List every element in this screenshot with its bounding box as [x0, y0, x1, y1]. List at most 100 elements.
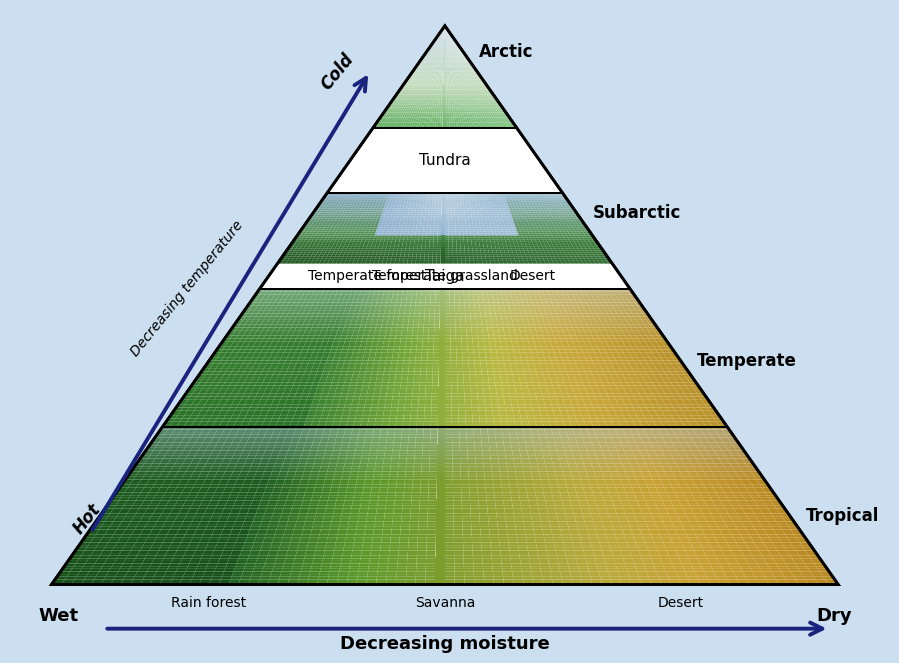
Polygon shape: [462, 56, 464, 59]
Polygon shape: [556, 358, 563, 361]
Polygon shape: [443, 74, 445, 77]
Polygon shape: [602, 383, 610, 385]
Polygon shape: [562, 228, 567, 229]
Polygon shape: [352, 548, 362, 550]
Polygon shape: [300, 537, 310, 540]
Polygon shape: [438, 226, 441, 228]
Polygon shape: [211, 450, 220, 453]
Polygon shape: [617, 283, 623, 285]
Polygon shape: [273, 413, 281, 416]
Polygon shape: [397, 474, 405, 477]
Polygon shape: [684, 463, 693, 466]
Polygon shape: [563, 399, 571, 402]
Polygon shape: [551, 209, 556, 211]
Polygon shape: [268, 503, 277, 506]
Polygon shape: [268, 319, 274, 322]
Polygon shape: [348, 253, 353, 255]
Polygon shape: [490, 209, 494, 211]
Polygon shape: [457, 196, 460, 198]
Polygon shape: [335, 231, 340, 233]
Polygon shape: [445, 198, 448, 199]
Polygon shape: [556, 421, 564, 424]
Polygon shape: [384, 113, 388, 115]
Polygon shape: [471, 66, 473, 69]
Polygon shape: [665, 347, 672, 349]
Polygon shape: [480, 355, 485, 358]
Polygon shape: [414, 316, 419, 319]
Polygon shape: [458, 201, 460, 203]
Polygon shape: [369, 501, 378, 503]
Polygon shape: [522, 424, 530, 427]
Polygon shape: [441, 226, 445, 228]
Polygon shape: [406, 569, 416, 572]
Polygon shape: [408, 257, 413, 259]
Polygon shape: [330, 566, 340, 569]
Polygon shape: [427, 281, 432, 283]
Polygon shape: [110, 511, 120, 514]
Polygon shape: [347, 333, 353, 335]
Polygon shape: [61, 582, 73, 585]
Polygon shape: [334, 355, 341, 358]
Polygon shape: [433, 105, 436, 107]
Polygon shape: [610, 522, 620, 524]
Polygon shape: [292, 385, 299, 388]
Polygon shape: [218, 427, 226, 430]
Polygon shape: [472, 339, 478, 341]
Polygon shape: [396, 235, 401, 237]
Polygon shape: [153, 498, 163, 501]
Polygon shape: [727, 527, 737, 529]
Polygon shape: [321, 294, 326, 297]
Polygon shape: [416, 69, 418, 72]
Polygon shape: [248, 532, 258, 534]
Polygon shape: [396, 277, 401, 279]
Polygon shape: [431, 416, 438, 418]
Polygon shape: [315, 550, 325, 553]
Polygon shape: [451, 380, 458, 383]
Polygon shape: [485, 358, 492, 361]
Polygon shape: [238, 474, 247, 477]
Polygon shape: [741, 534, 751, 537]
Polygon shape: [491, 264, 495, 266]
Polygon shape: [303, 311, 309, 314]
Polygon shape: [712, 448, 721, 450]
Polygon shape: [462, 87, 464, 90]
Polygon shape: [185, 550, 195, 553]
Polygon shape: [370, 306, 376, 308]
Polygon shape: [578, 385, 585, 388]
Polygon shape: [590, 418, 598, 421]
Polygon shape: [474, 435, 481, 438]
Polygon shape: [295, 556, 305, 558]
Polygon shape: [445, 203, 448, 205]
Polygon shape: [619, 519, 628, 522]
Polygon shape: [113, 506, 124, 509]
Polygon shape: [450, 102, 452, 105]
Polygon shape: [151, 474, 161, 477]
Polygon shape: [317, 582, 327, 585]
Polygon shape: [547, 469, 555, 471]
Polygon shape: [439, 110, 441, 113]
Polygon shape: [448, 194, 450, 196]
Polygon shape: [165, 477, 175, 479]
Polygon shape: [307, 413, 316, 416]
Polygon shape: [395, 102, 398, 105]
Polygon shape: [634, 371, 641, 375]
Polygon shape: [364, 532, 374, 534]
Polygon shape: [553, 582, 563, 585]
Polygon shape: [415, 361, 422, 363]
Polygon shape: [341, 477, 350, 479]
Polygon shape: [607, 268, 612, 270]
Polygon shape: [440, 319, 445, 322]
Polygon shape: [375, 222, 379, 224]
Polygon shape: [465, 102, 467, 105]
Polygon shape: [469, 62, 472, 64]
Polygon shape: [344, 308, 351, 311]
Polygon shape: [426, 550, 436, 553]
Polygon shape: [652, 404, 660, 408]
Polygon shape: [409, 113, 413, 115]
Polygon shape: [504, 287, 510, 289]
Polygon shape: [464, 125, 467, 128]
Polygon shape: [298, 582, 307, 585]
Polygon shape: [342, 556, 352, 558]
Polygon shape: [351, 469, 359, 471]
Polygon shape: [344, 272, 350, 274]
